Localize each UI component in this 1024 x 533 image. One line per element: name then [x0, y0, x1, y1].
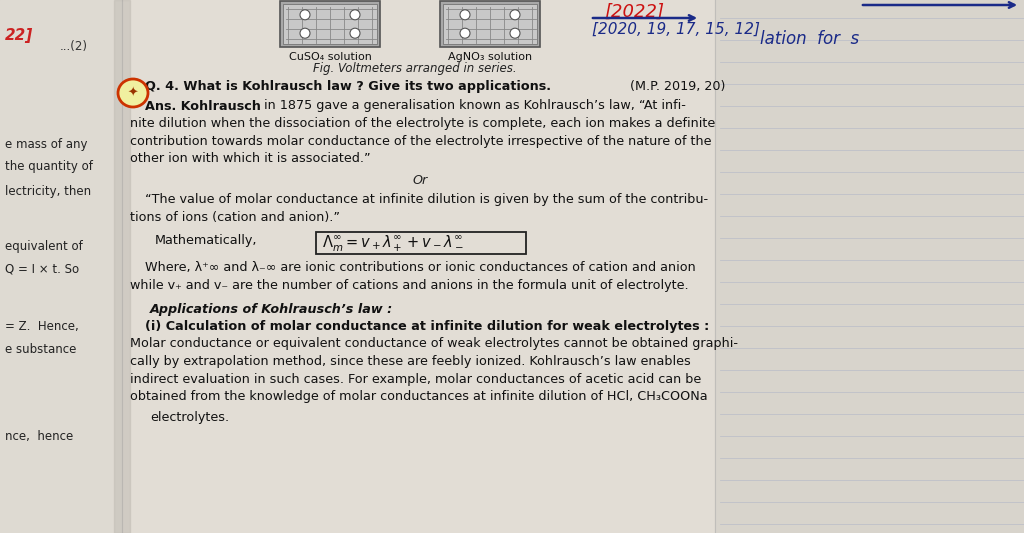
Text: AgNO₃ solution: AgNO₃ solution — [447, 52, 532, 62]
Text: nite dilution when the dissociation of the electrolyte is complete, each ion mak: nite dilution when the dissociation of t… — [130, 117, 715, 130]
Text: lation  for  s: lation for s — [760, 30, 859, 48]
Bar — [114, 0, 130, 533]
Text: the quantity of: the quantity of — [5, 160, 93, 173]
Text: while v₊ and v₋ are the number of cations and anions in the formula unit of elec: while v₊ and v₋ are the number of cation… — [130, 279, 688, 292]
Text: [2022]: [2022] — [604, 3, 664, 21]
Text: Applications of Kohlrausch’s law :: Applications of Kohlrausch’s law : — [150, 303, 393, 316]
Text: other ion with which it is associated.”: other ion with which it is associated.” — [130, 152, 371, 165]
Text: obtained from the knowledge of molar conductances at infinite dilution of HCl, C: obtained from the knowledge of molar con… — [130, 390, 708, 403]
Text: [2020, 19, 17, 15, 12]: [2020, 19, 17, 15, 12] — [592, 22, 760, 37]
Text: ...(2): ...(2) — [60, 40, 88, 53]
Circle shape — [510, 28, 520, 38]
Bar — [0, 0, 122, 533]
Bar — [316, 232, 526, 254]
Text: contribution towards molar conductance of the electrolyte irrespective of the na: contribution towards molar conductance o… — [130, 134, 712, 148]
Text: in 1875 gave a generalisation known as Kohlrausch’s law, “At infi-: in 1875 gave a generalisation known as K… — [260, 100, 686, 112]
Text: $\Lambda_m^\infty = v_+\lambda_+^\infty + v_-\lambda_-^\infty$: $\Lambda_m^\infty = v_+\lambda_+^\infty … — [322, 234, 464, 254]
Text: ✦: ✦ — [128, 86, 138, 100]
Bar — [443, 4, 537, 44]
Circle shape — [510, 10, 520, 20]
Text: Molar conductance or equivalent conductance of weak electrolytes cannot be obtai: Molar conductance or equivalent conducta… — [130, 337, 738, 351]
Text: equivalent of: equivalent of — [5, 240, 83, 253]
Text: (M.P. 2019, 20): (M.P. 2019, 20) — [630, 80, 725, 93]
Text: Ans. Kohlrausch: Ans. Kohlrausch — [145, 100, 261, 112]
Text: 22]: 22] — [5, 28, 33, 43]
Text: CuSO₄ solution: CuSO₄ solution — [289, 52, 372, 62]
Circle shape — [300, 28, 310, 38]
Text: Fig. Voltmeters arranged in series.: Fig. Voltmeters arranged in series. — [313, 62, 517, 75]
Text: indirect evaluation in such cases. For example, molar conductances of acetic aci: indirect evaluation in such cases. For e… — [130, 373, 701, 385]
Text: Where, λ⁺∞ and λ₋∞ are ionic contributions or ionic conductances of cation and a: Where, λ⁺∞ and λ₋∞ are ionic contributio… — [145, 262, 695, 274]
Text: electrolytes.: electrolytes. — [150, 411, 229, 424]
Text: cally by extrapolation method, since these are feebly ionized. Kohlrausch’s law : cally by extrapolation method, since the… — [130, 355, 691, 368]
Bar — [122, 0, 715, 533]
Ellipse shape — [118, 79, 148, 107]
Circle shape — [350, 28, 360, 38]
Text: (i) Calculation of molar conductance at infinite dilution for weak electrolytes : (i) Calculation of molar conductance at … — [145, 320, 710, 333]
Text: e mass of any: e mass of any — [5, 138, 87, 151]
Text: = Z.  Hence,: = Z. Hence, — [5, 320, 79, 333]
Bar — [283, 4, 377, 44]
Text: lectricity, then: lectricity, then — [5, 185, 91, 198]
Circle shape — [350, 10, 360, 20]
Text: e substance: e substance — [5, 343, 77, 356]
Text: Mathematically,: Mathematically, — [155, 234, 257, 247]
Text: “The value of molar conductance at infinite dilution is given by the sum of the : “The value of molar conductance at infin… — [145, 193, 709, 206]
Text: Q = I × t. So: Q = I × t. So — [5, 263, 79, 276]
Circle shape — [300, 10, 310, 20]
Bar — [280, 1, 380, 47]
Text: Q. 4. What is Kohlrausch law ? Give its two applications.: Q. 4. What is Kohlrausch law ? Give its … — [145, 80, 551, 93]
Bar — [715, 0, 1024, 533]
Text: tions of ions (cation and anion).”: tions of ions (cation and anion).” — [130, 211, 340, 223]
Text: Or: Or — [413, 174, 428, 187]
Bar — [440, 1, 540, 47]
Circle shape — [460, 10, 470, 20]
Circle shape — [460, 28, 470, 38]
Text: nce,  hence: nce, hence — [5, 430, 74, 443]
